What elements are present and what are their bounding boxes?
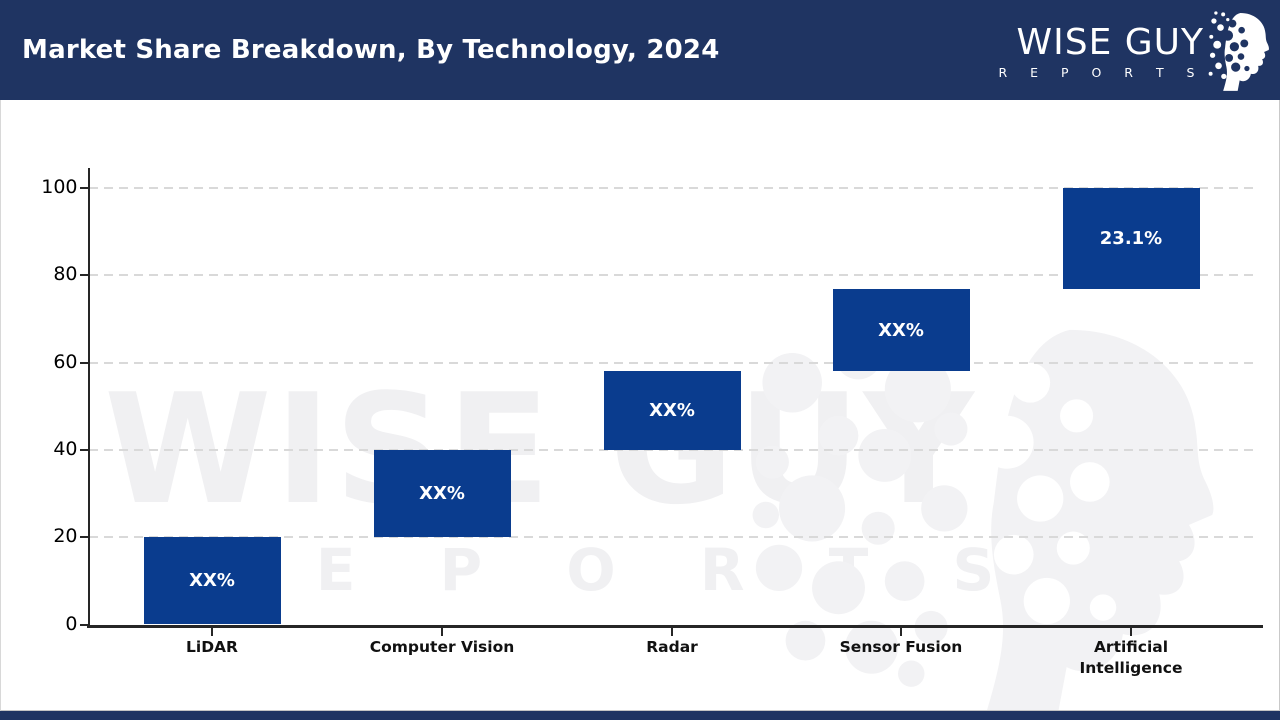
bar-computer-vision: XX% bbox=[373, 449, 511, 538]
x-axis-tick bbox=[900, 627, 902, 636]
x-axis-category-label: Artificial Intelligence bbox=[1079, 638, 1183, 677]
x-axis-tick bbox=[671, 627, 673, 636]
bar-sensor-fusion: XX% bbox=[832, 288, 970, 372]
header-bar: Market Share Breakdown, By Technology, 2… bbox=[0, 0, 1280, 100]
x-axis-line bbox=[87, 624, 1263, 628]
y-axis-tick-label: 80 bbox=[53, 263, 78, 286]
y-axis-tick bbox=[79, 536, 88, 539]
chart-canvas: WISE GUY R E P O R T S 0 20 40 60 80 100 XX% Li… bbox=[0, 100, 1280, 711]
gridline bbox=[88, 187, 1254, 189]
gridline bbox=[88, 274, 1254, 277]
x-axis-category-label: Computer Vision bbox=[369, 638, 515, 656]
x-axis-tick bbox=[211, 627, 213, 636]
y-axis-tick-label: 20 bbox=[53, 525, 78, 548]
brand-name: WISE GUY bbox=[1016, 22, 1204, 63]
x-axis-tick bbox=[441, 627, 443, 636]
y-axis-tick-label: 100 bbox=[41, 176, 78, 198]
page-title: Market Share Breakdown, By Technology, 2… bbox=[22, 35, 720, 65]
gridline bbox=[88, 448, 1254, 451]
x-axis-category-label: Sensor Fusion bbox=[839, 638, 963, 656]
y-axis-tick-label: 60 bbox=[53, 350, 78, 373]
x-axis-tick bbox=[1130, 627, 1132, 636]
brand-subtitle: R E P O R T S bbox=[998, 65, 1204, 80]
brand-logo-text: WISE GUY R E P O R T S bbox=[998, 24, 1204, 82]
y-axis-tick-label: 0 bbox=[65, 612, 78, 635]
y-axis-tick bbox=[79, 274, 88, 277]
bar-artificial-intelligence: 23.1% bbox=[1062, 188, 1200, 289]
y-axis-tick bbox=[79, 187, 88, 189]
bar-lidar: XX% bbox=[143, 537, 281, 625]
bar-radar: XX% bbox=[603, 371, 741, 450]
y-axis-tick bbox=[79, 448, 88, 451]
watermark-head-icon bbox=[752, 329, 1214, 710]
gridline bbox=[88, 536, 1254, 539]
y-axis-tick bbox=[79, 361, 88, 364]
y-axis-line bbox=[87, 168, 90, 628]
y-axis-tick-label: 40 bbox=[53, 437, 78, 460]
bar-value-label: XX% bbox=[878, 319, 924, 341]
bar-value-label: XX% bbox=[649, 400, 695, 422]
x-axis-category-label: LiDAR bbox=[186, 638, 238, 656]
bar-value-label: XX% bbox=[189, 570, 235, 592]
gridline bbox=[88, 361, 1254, 364]
head-profile-icon bbox=[1208, 11, 1269, 91]
y-axis-tick bbox=[79, 623, 88, 626]
brand-logo: WISE GUY R E P O R T S bbox=[998, 0, 1272, 100]
x-axis-category-label: Radar bbox=[646, 638, 698, 656]
bar-value-label: 23.1% bbox=[1099, 227, 1163, 249]
bar-value-label: XX% bbox=[419, 483, 465, 505]
footer-bar bbox=[0, 711, 1280, 720]
